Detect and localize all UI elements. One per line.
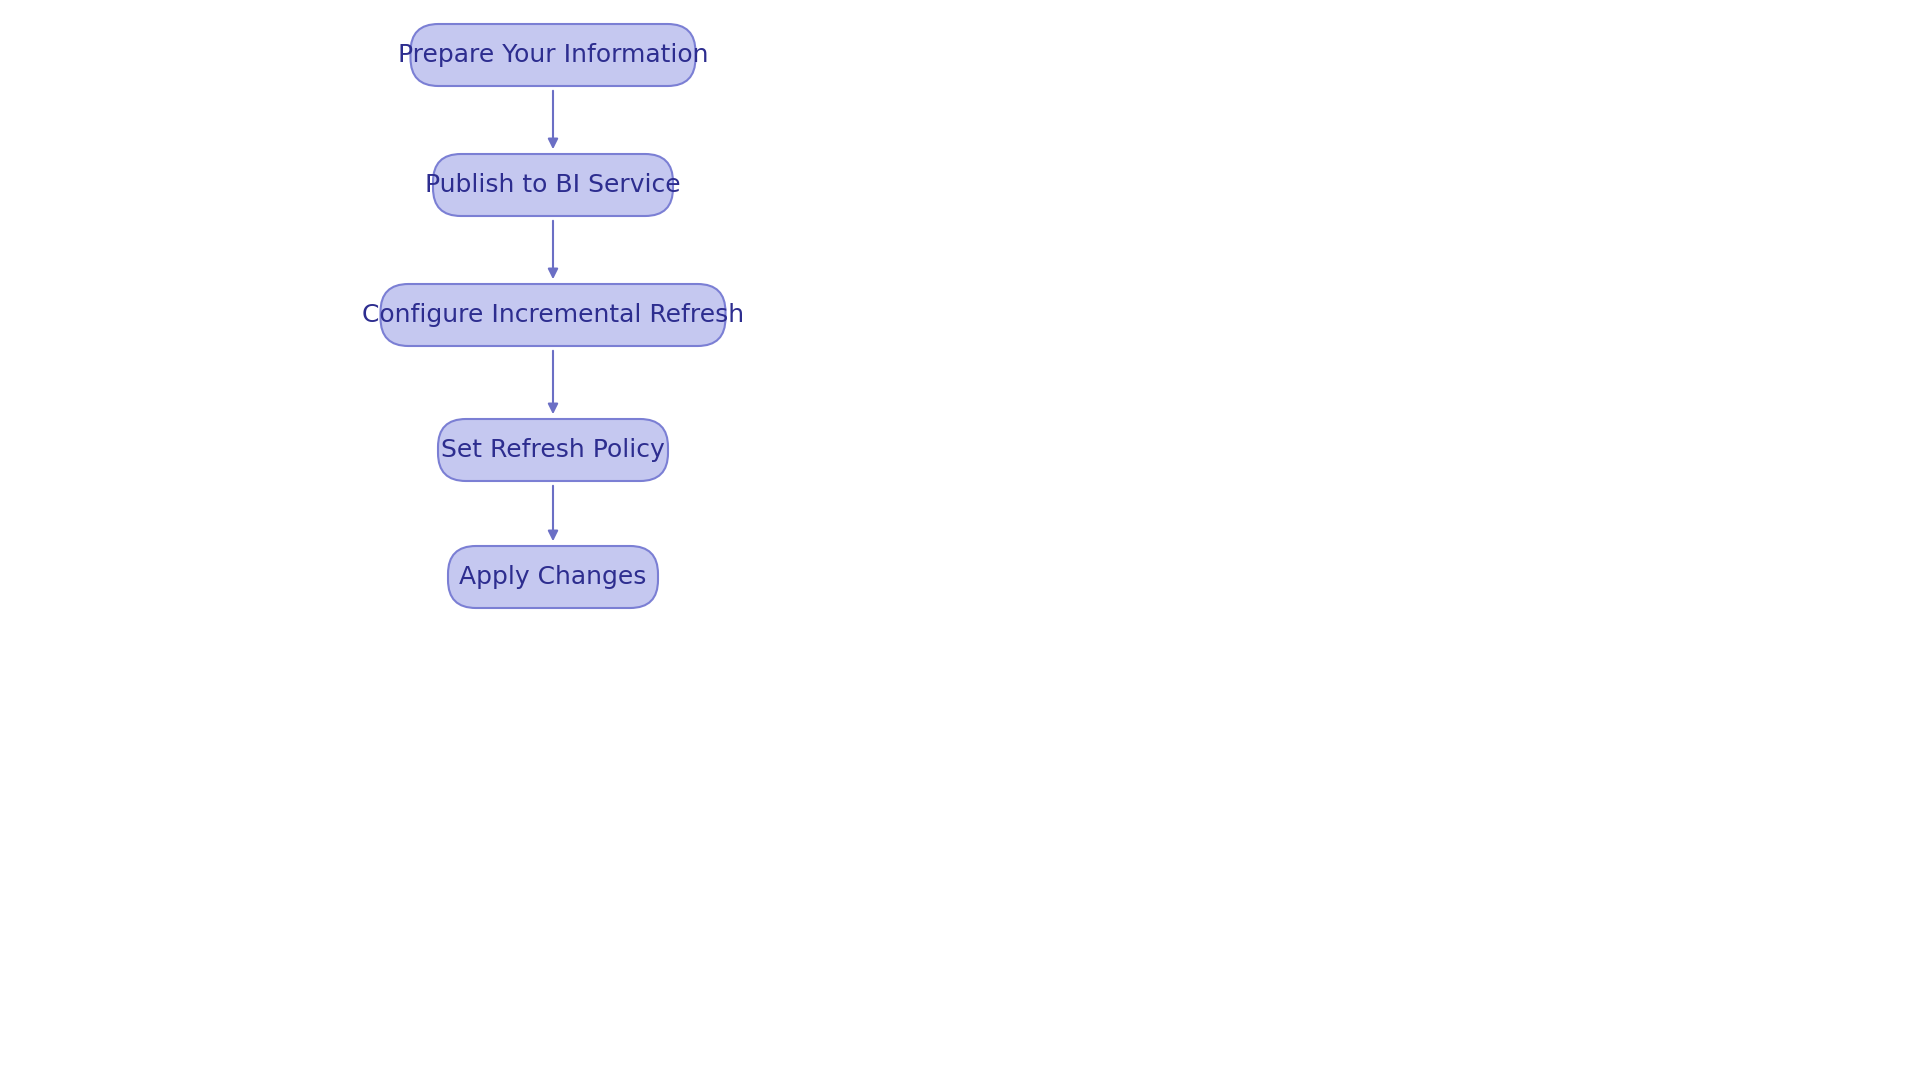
Text: Configure Incremental Refresh: Configure Incremental Refresh [363, 303, 745, 327]
Text: Prepare Your Information: Prepare Your Information [397, 43, 708, 67]
FancyBboxPatch shape [434, 154, 674, 216]
FancyBboxPatch shape [380, 284, 726, 345]
FancyBboxPatch shape [438, 419, 668, 481]
Text: Publish to BI Service: Publish to BI Service [424, 173, 682, 197]
FancyBboxPatch shape [411, 24, 695, 86]
Text: Set Refresh Policy: Set Refresh Policy [442, 438, 664, 462]
FancyBboxPatch shape [447, 546, 659, 608]
Text: Apply Changes: Apply Changes [459, 565, 647, 589]
